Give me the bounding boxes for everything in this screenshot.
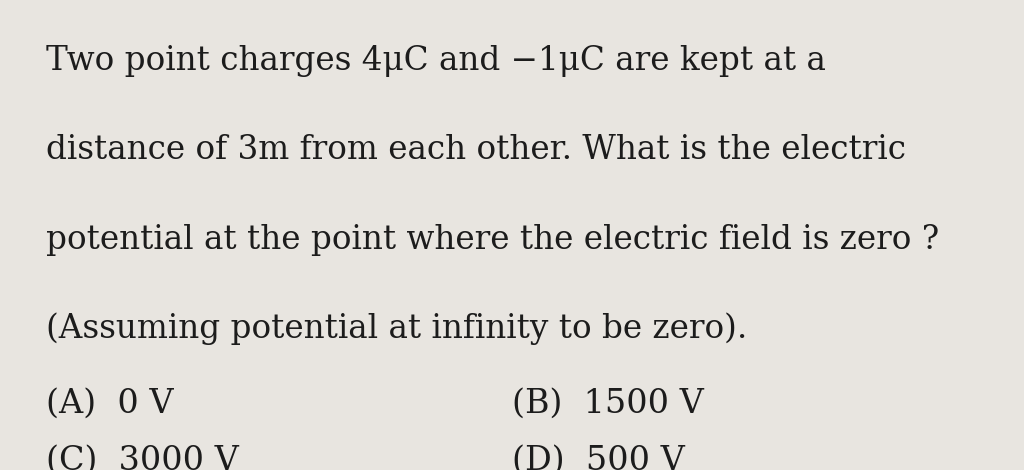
Text: Two point charges 4μC and −1μC are kept at a: Two point charges 4μC and −1μC are kept … <box>46 45 826 77</box>
Text: distance of 3m from each other. What is the electric: distance of 3m from each other. What is … <box>46 134 906 166</box>
Text: potential at the point where the electric field is zero ?: potential at the point where the electri… <box>46 224 939 256</box>
Text: (Assuming potential at infinity to be zero).: (Assuming potential at infinity to be ze… <box>46 313 748 345</box>
Text: (B)  1500 V: (B) 1500 V <box>512 388 703 420</box>
Text: (C)  3000 V: (C) 3000 V <box>46 445 239 470</box>
Text: (A)  0 V: (A) 0 V <box>46 388 174 420</box>
Text: (D)  500 V: (D) 500 V <box>512 445 685 470</box>
